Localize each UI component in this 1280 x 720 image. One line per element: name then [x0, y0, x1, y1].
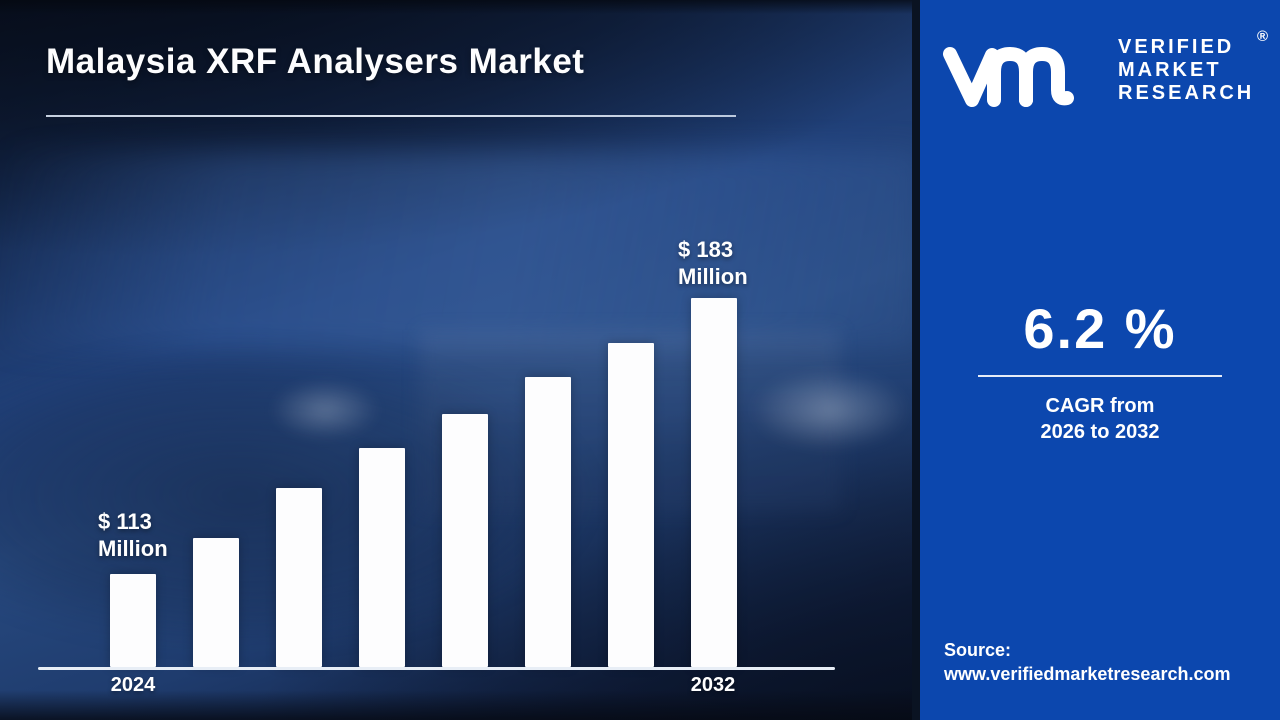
wordmark-line-market: MARKET	[1118, 59, 1222, 81]
cagr-caption-line2: 2026 to 2032	[1040, 421, 1160, 443]
brand-panel: VERIFIED MARKET RESEARCH ® 6.2 % CAGR fr…	[912, 0, 1280, 720]
wordmark-line-research: RESEARCH	[1118, 82, 1255, 104]
vmr-logo-icon	[943, 47, 1074, 107]
registered-trademark-icon: ®	[1256, 28, 1268, 45]
start-value-line2: Million	[98, 536, 168, 561]
bar-year-3	[276, 488, 322, 667]
bar-chart	[38, 290, 835, 670]
end-value-line1: $ 183	[678, 237, 734, 262]
cagr-value: 6.2 %	[1023, 297, 1177, 360]
bar-2032	[691, 298, 737, 667]
cagr-divider	[978, 375, 1222, 377]
x-tick-2032: 2032	[690, 674, 736, 696]
source-label: Source:	[944, 640, 1012, 660]
brand-logo-row: VERIFIED MARKET RESEARCH ®	[940, 26, 1270, 116]
x-tick-2024: 2024	[110, 674, 156, 696]
end-value-annotation: $ 183 Million	[678, 236, 748, 290]
bar-year-5	[442, 414, 488, 667]
title-underline	[46, 115, 736, 117]
brand-wordmark: VERIFIED MARKET RESEARCH	[1118, 36, 1254, 105]
bar-year-6	[525, 377, 571, 667]
cagr-caption-line1: CAGR from	[1045, 395, 1155, 417]
page-title: Malaysia XRF Analysers Market	[46, 42, 585, 81]
cagr-block: 6.2 % CAGR from 2026 to 2032	[920, 296, 1280, 445]
source-block: Source: www.verifiedmarketresearch.com	[944, 638, 1230, 686]
bar-year-2	[193, 538, 239, 667]
start-value-annotation: $ 113 Million	[98, 508, 168, 562]
bar-2024	[110, 574, 156, 667]
bar-year-4	[359, 448, 405, 667]
bar-year-7	[608, 343, 654, 667]
end-value-line2: Million	[678, 264, 748, 289]
wordmark-line-verified: VERIFIED	[1118, 36, 1235, 58]
x-axis-line	[38, 667, 835, 670]
source-url[interactable]: www.verifiedmarketresearch.com	[944, 664, 1231, 684]
start-value-line1: $ 113	[98, 509, 152, 534]
